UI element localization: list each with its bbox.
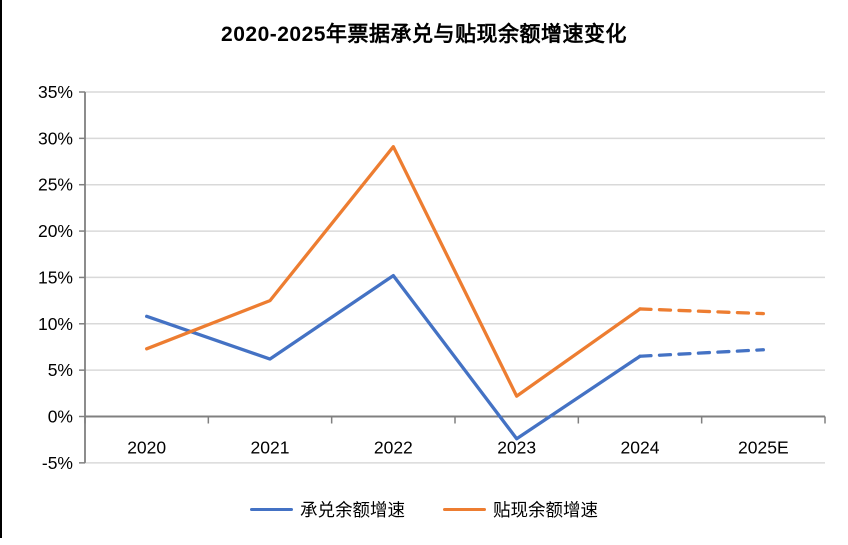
legend-label-acceptance-growth: 承兑余额增速 [300,500,405,520]
x-axis-label: 2025E [738,438,789,458]
y-axis-label: 0% [48,407,73,427]
y-axis-label: 15% [38,267,73,287]
legend-line-swatch-orange [443,507,486,512]
legend-item-discount-growth: 贴现余额增速 [443,497,598,522]
series-line-forecast-dashed-1 [638,307,765,316]
chart-title: 2020-2025年票据承兑与贴现余额增速变化 [221,23,627,46]
x-axis-label: 2024 [621,438,660,458]
legend-item-acceptance-growth: 承兑余额增速 [250,497,405,522]
x-axis-label: 2021 [251,438,290,458]
y-axis-label: 35% [38,82,73,102]
chart-legend: 承兑余额增速 贴现余额增速 [0,497,848,522]
legend-label-discount-growth: 贴现余额增速 [493,500,598,520]
y-axis-label: 30% [38,128,73,148]
legend-line-swatch-blue [250,507,293,512]
frame-left-border [0,0,2,538]
y-axis-label: 10% [38,314,73,334]
y-axis-label: 25% [38,175,73,195]
y-axis-label: 20% [38,221,73,241]
series-line-solid-1 [145,145,642,398]
series-line-solid-0 [145,273,642,441]
x-axis-label: 2020 [127,438,166,458]
x-axis-label: 2023 [497,438,536,458]
y-axis-label: 5% [48,360,73,380]
series-line-forecast-dashed-0 [638,348,765,358]
y-axis-label: -5% [42,453,73,473]
x-axis-label: 2022 [374,438,413,458]
